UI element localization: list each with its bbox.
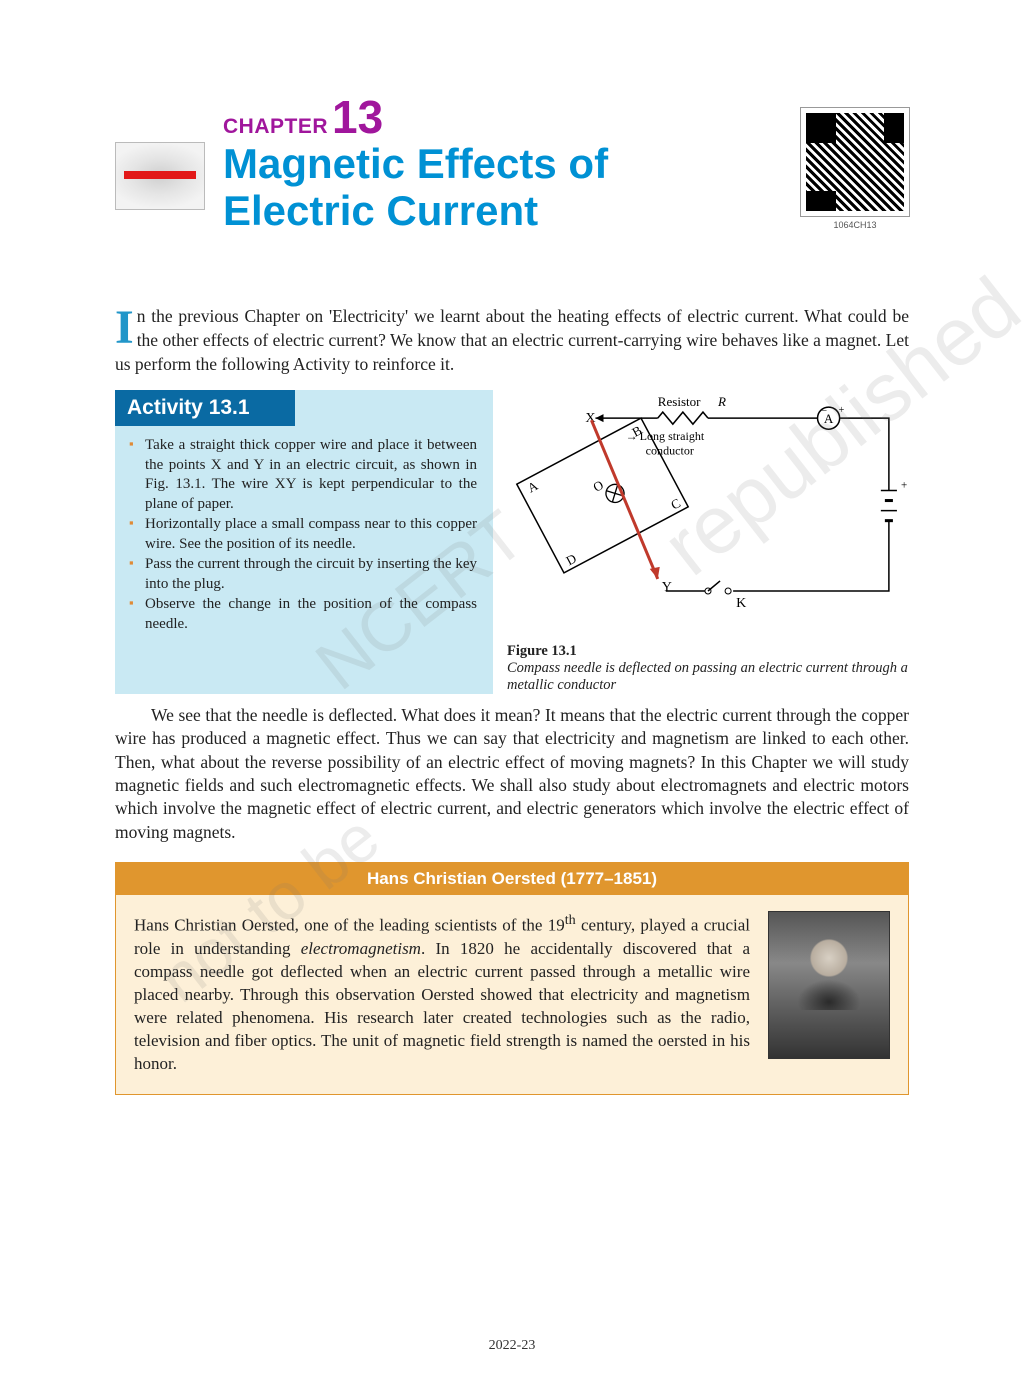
activity-item: Take a straight thick copper wire and pl… — [131, 436, 477, 514]
bio-sup: th — [565, 912, 576, 928]
activity-box: Activity 13.1 Take a straight thick copp… — [115, 390, 493, 693]
chapter-header: CHAPTER13 Magnetic Effects of Electric C… — [115, 90, 909, 234]
svg-text:Y: Y — [662, 579, 672, 595]
svg-text:K: K — [736, 596, 746, 612]
svg-text:Resistor: Resistor — [658, 395, 701, 410]
chapter-number: 13 — [332, 91, 383, 143]
activity-list: Take a straight thick copper wire and pl… — [131, 436, 477, 634]
biography-text: Hans Christian Oersted, one of the leadi… — [134, 911, 750, 1075]
bio-text-pre: Hans Christian Oersted, one of the leadi… — [134, 916, 565, 935]
bio-text-post: . In 1820 he accidentally discovered tha… — [134, 939, 750, 1073]
svg-text:conductor: conductor — [646, 444, 694, 458]
footer-year: 2022-23 — [0, 1338, 1024, 1354]
chapter-title-line1: Magnetic Effects of — [223, 140, 608, 187]
figure-caption-bold: Figure 13.1 — [507, 643, 577, 659]
svg-text:→: → — [626, 430, 638, 444]
dropcap: I — [115, 304, 137, 349]
activity-item: Pass the current through the circuit by … — [131, 555, 477, 594]
svg-text:–: – — [821, 406, 828, 417]
qr-block: 1064CH13 — [801, 108, 909, 230]
activity-heading: Activity 13.1 — [115, 390, 295, 426]
activity-item: Horizontally place a small compass near … — [131, 515, 477, 554]
svg-text:Long straight: Long straight — [640, 430, 705, 444]
svg-text:+: + — [901, 480, 907, 492]
svg-text:R: R — [717, 395, 726, 410]
biography-box: Hans Christian Oersted (1777–1851) Hans … — [115, 862, 909, 1094]
figure-caption: Figure 13.1 Compass needle is deflected … — [507, 643, 909, 694]
qr-label: 1064CH13 — [801, 220, 909, 230]
activity-item: Observe the change in the position of th… — [131, 595, 477, 634]
biography-heading: Hans Christian Oersted (1777–1851) — [116, 863, 908, 895]
figure-column: A – + + K Resistor R — [507, 390, 909, 693]
qr-code — [801, 108, 909, 216]
intro-text: n the previous Chapter on 'Electricity' … — [115, 306, 909, 374]
intro-paragraph: In the previous Chapter on 'Electricity'… — [115, 304, 909, 376]
figure-caption-italic: Compass needle is deflected on passing a… — [507, 660, 908, 693]
page: republished NCERT not to be CHAPTER13 Ma… — [0, 0, 1024, 1135]
biography-body: Hans Christian Oersted, one of the leadi… — [116, 895, 908, 1093]
bio-em: electromagnetism — [301, 939, 421, 958]
oersted-portrait — [768, 911, 890, 1059]
circuit-diagram: A – + + K Resistor R — [507, 390, 909, 631]
magnet-bar — [124, 171, 196, 179]
magnet-thumbnail — [115, 142, 205, 210]
body-paragraph: We see that the needle is deflected. Wha… — [115, 704, 909, 845]
chapter-title-line2: Electric Current — [223, 187, 538, 234]
svg-text:+: + — [839, 406, 845, 417]
activity-row: Activity 13.1 Take a straight thick copp… — [115, 390, 909, 693]
chapter-label: CHAPTER — [223, 115, 328, 138]
